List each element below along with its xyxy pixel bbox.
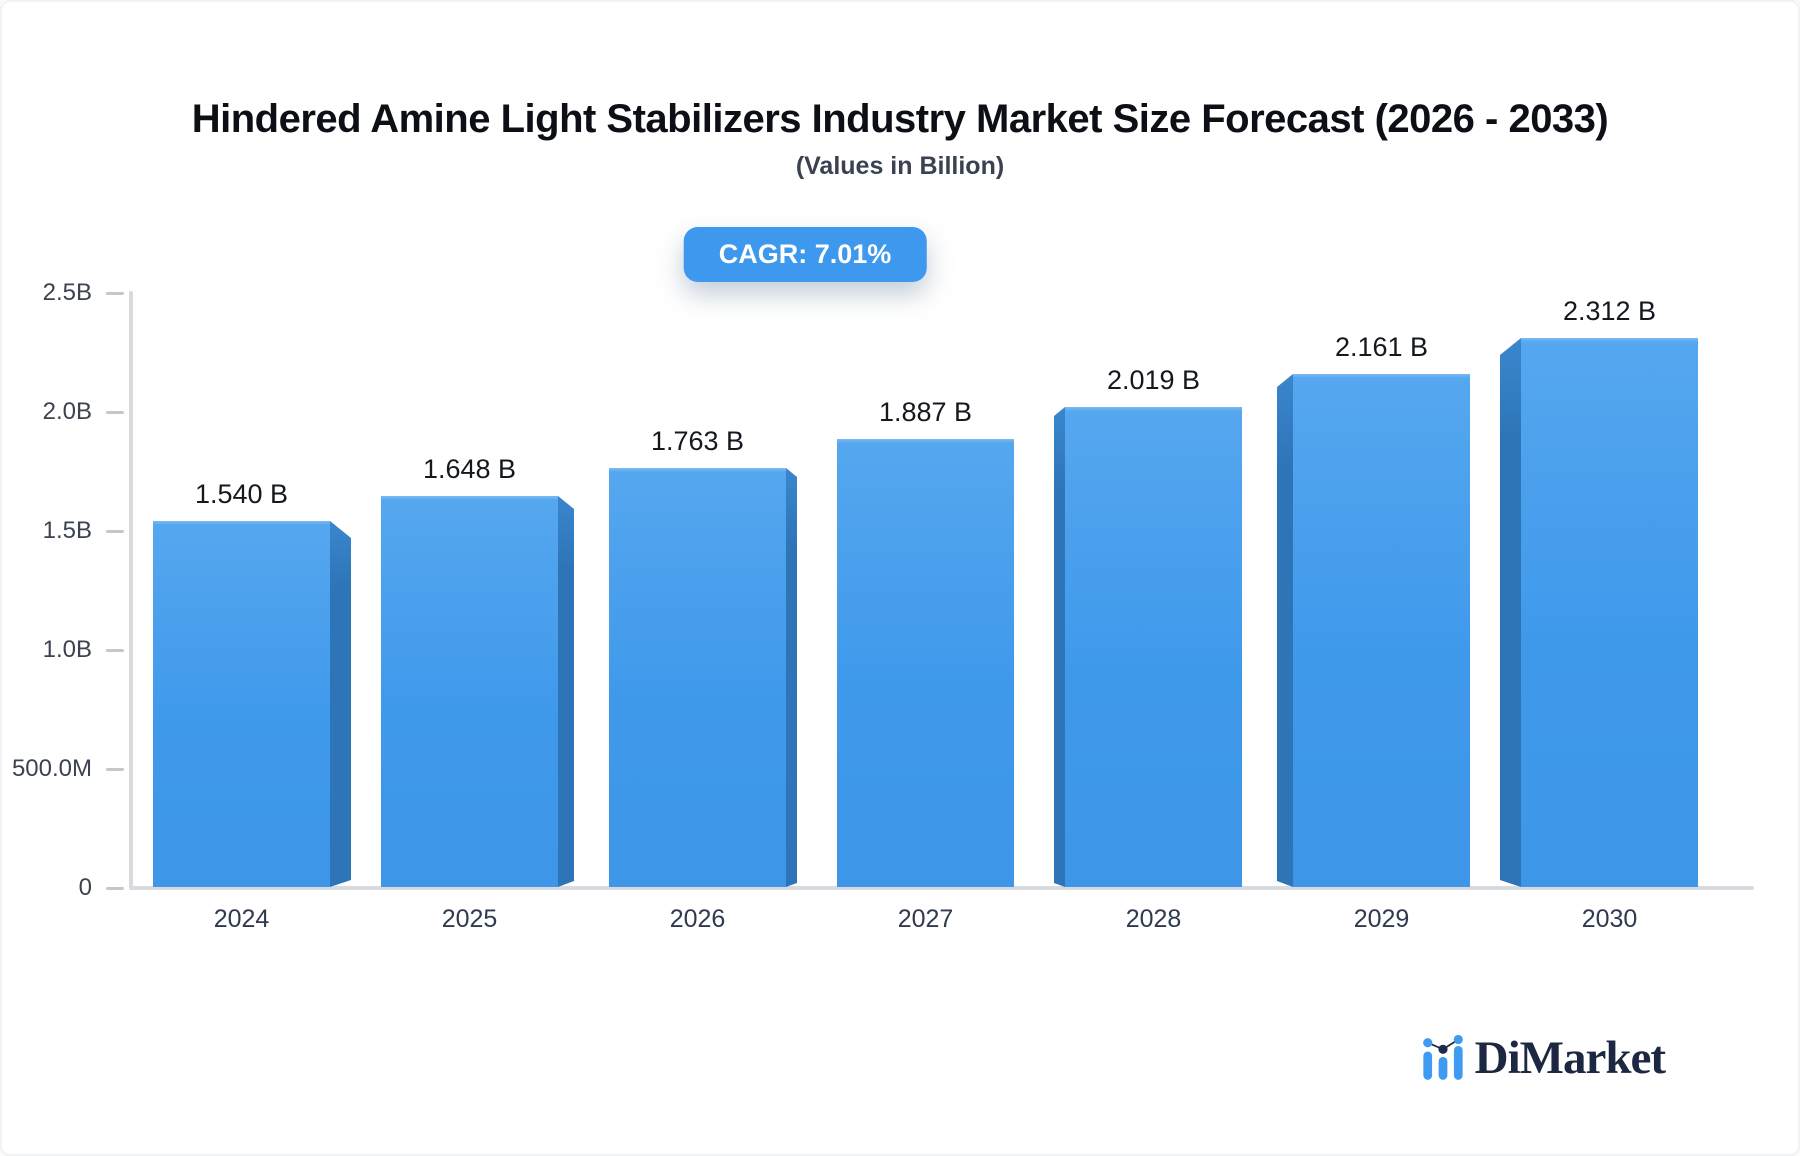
bar-value-label: 1.648 B: [422, 454, 517, 484]
y-axis-tick-label: 500.0M: [11, 755, 92, 782]
y-axis-tick-label: 2.0B: [42, 398, 92, 425]
bar-value-label: 2.312 B: [1562, 296, 1657, 326]
bar-3d-side: [1054, 407, 1065, 887]
bar-3d-side: [330, 521, 351, 887]
bar-value-label: 1.763 B: [650, 426, 745, 456]
bar-value-label: 2.019 B: [1106, 365, 1201, 395]
bar-3d-side: [786, 468, 797, 887]
bar-3d-side: [1277, 374, 1293, 887]
bar-chart-trend-icon: [1422, 1034, 1463, 1080]
y-axis-tick: [106, 649, 124, 652]
y-axis-tick: [106, 768, 124, 771]
y-axis-tick: [106, 292, 124, 295]
bar: [837, 439, 1014, 887]
x-axis-label: 2024: [213, 905, 270, 933]
x-axis-label: 2029: [1353, 905, 1410, 933]
bar-3d-side: [1500, 338, 1521, 887]
y-axis-tick-label: 1.0B: [42, 636, 92, 663]
x-axis-label: 2026: [669, 905, 726, 933]
y-axis-line: [129, 291, 133, 888]
chart-subtitle: (Values in Billion): [795, 152, 1005, 180]
cagr-badge: CAGR: 7.01%: [683, 227, 927, 282]
chart-title: Hindered Amine Light Stabilizers Industr…: [191, 97, 1609, 141]
x-axis-label: 2030: [1581, 905, 1638, 933]
bar: [1065, 407, 1242, 887]
y-axis-tick-label: 2.5B: [42, 279, 92, 306]
bar: [609, 468, 786, 887]
y-axis-tick: [106, 411, 124, 414]
y-axis-tick-label: 1.5B: [42, 517, 92, 544]
bar-3d-side: [558, 496, 574, 887]
y-axis-tick: [106, 530, 124, 533]
dimarket-logo: DiMarket: [1421, 1030, 1666, 1086]
y-axis-tick: [106, 887, 124, 890]
bar: [381, 496, 558, 887]
x-axis-label: 2028: [1125, 905, 1182, 933]
bar-value-label: 2.161 B: [1334, 332, 1429, 362]
bar-value-label: 1.540 B: [194, 479, 289, 509]
bar: [153, 521, 330, 887]
x-axis-label: 2027: [897, 905, 954, 933]
bar: [1521, 338, 1698, 887]
bar: [1293, 374, 1470, 887]
x-axis-line: [129, 886, 1754, 890]
y-axis-tick-label: 0: [78, 874, 92, 901]
x-axis-label: 2025: [441, 905, 498, 933]
dimarket-logo-text: DiMarket: [1474, 1032, 1666, 1084]
bar-value-label: 1.887 B: [878, 397, 973, 427]
